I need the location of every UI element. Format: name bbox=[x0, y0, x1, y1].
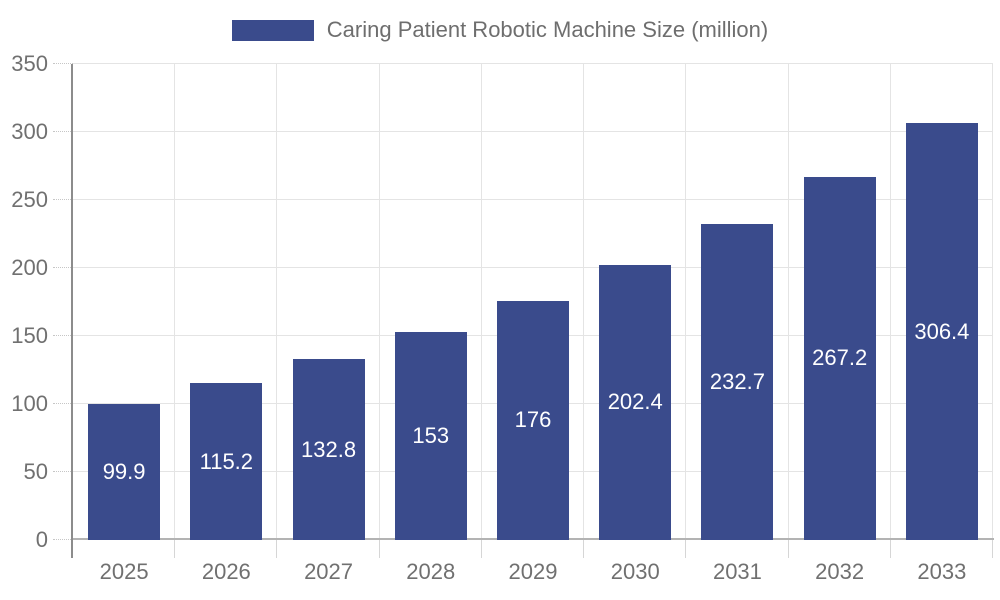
y-tick-label: 0 bbox=[35, 527, 48, 552]
y-tick bbox=[53, 63, 73, 64]
bar-value-label: 132.8 bbox=[301, 436, 357, 462]
y-gridline bbox=[73, 199, 993, 200]
y-tick-label: 350 bbox=[11, 51, 48, 76]
y-tick-label: 200 bbox=[11, 255, 48, 280]
y-tick bbox=[53, 471, 73, 472]
bar-2032 bbox=[803, 176, 876, 540]
y-gridline bbox=[73, 267, 993, 268]
x-tick bbox=[174, 540, 176, 558]
bar-value-label: 153 bbox=[412, 422, 450, 448]
y-tick-label: 100 bbox=[11, 391, 48, 416]
x-gridline bbox=[787, 64, 789, 540]
bar-2025 bbox=[88, 404, 161, 540]
y-tick-label: 150 bbox=[11, 323, 48, 348]
y-gridline bbox=[73, 131, 993, 132]
x-gridline bbox=[583, 64, 585, 540]
x-tick-label: 2025 bbox=[99, 559, 149, 584]
y-tick-label: 300 bbox=[11, 119, 48, 144]
x-tick bbox=[889, 540, 891, 558]
y-tick-label: 50 bbox=[23, 459, 48, 484]
x-tick-label: 2029 bbox=[508, 559, 558, 584]
x-gridline bbox=[480, 64, 482, 540]
y-tick bbox=[53, 199, 73, 200]
x-tick-label: 2026 bbox=[201, 559, 251, 584]
y-tick bbox=[53, 403, 73, 404]
x-gridline bbox=[889, 64, 891, 540]
x-tick bbox=[992, 540, 993, 558]
bar-2033 bbox=[905, 123, 978, 540]
bar-value-label: 115.2 bbox=[199, 448, 254, 474]
bar-2027 bbox=[292, 359, 365, 540]
x-tick bbox=[685, 540, 687, 558]
x-gridline bbox=[276, 64, 278, 540]
x-tick-label: 2033 bbox=[917, 559, 967, 584]
x-tick-label: 2032 bbox=[815, 559, 865, 584]
bar-2029 bbox=[497, 300, 569, 540]
x-tick bbox=[583, 540, 585, 558]
y-tick bbox=[53, 131, 73, 132]
y-tick bbox=[53, 267, 73, 268]
x-tick-label: 2027 bbox=[304, 559, 354, 584]
x-tick bbox=[787, 540, 789, 558]
x-gridline bbox=[685, 64, 687, 540]
x-tick-label: 2030 bbox=[610, 559, 660, 584]
y-gridline bbox=[73, 63, 993, 64]
y-axis-line bbox=[71, 64, 73, 558]
x-tick bbox=[480, 540, 482, 558]
x-gridline bbox=[992, 64, 993, 540]
x-tick bbox=[276, 540, 278, 558]
bar-2028 bbox=[394, 331, 467, 540]
x-gridline bbox=[174, 64, 176, 540]
legend-swatch bbox=[231, 19, 314, 41]
bar-value-label: 267.2 bbox=[812, 345, 868, 371]
bar-2031 bbox=[701, 223, 774, 540]
x-gridline bbox=[378, 64, 380, 540]
legend-label: Caring Patient Robotic Machine Size (mil… bbox=[326, 17, 769, 42]
y-tick-label: 250 bbox=[11, 187, 48, 212]
x-tick bbox=[378, 540, 380, 558]
x-tick-label: 2031 bbox=[712, 559, 762, 584]
bar-value-label: 232.7 bbox=[709, 368, 765, 394]
bar-value-label: 176 bbox=[514, 407, 552, 433]
bar-value-label: 306.4 bbox=[914, 318, 970, 344]
bar-2030 bbox=[599, 264, 672, 540]
bar-value-label: 202.4 bbox=[607, 389, 663, 415]
chart-legend: Caring Patient Robotic Machine Size (mil… bbox=[0, 17, 1000, 43]
x-tick-label: 2028 bbox=[406, 559, 456, 584]
y-tick bbox=[53, 539, 73, 540]
bar-2026 bbox=[190, 383, 263, 540]
bar-value-label: 99.9 bbox=[102, 459, 146, 485]
y-tick bbox=[53, 335, 73, 336]
